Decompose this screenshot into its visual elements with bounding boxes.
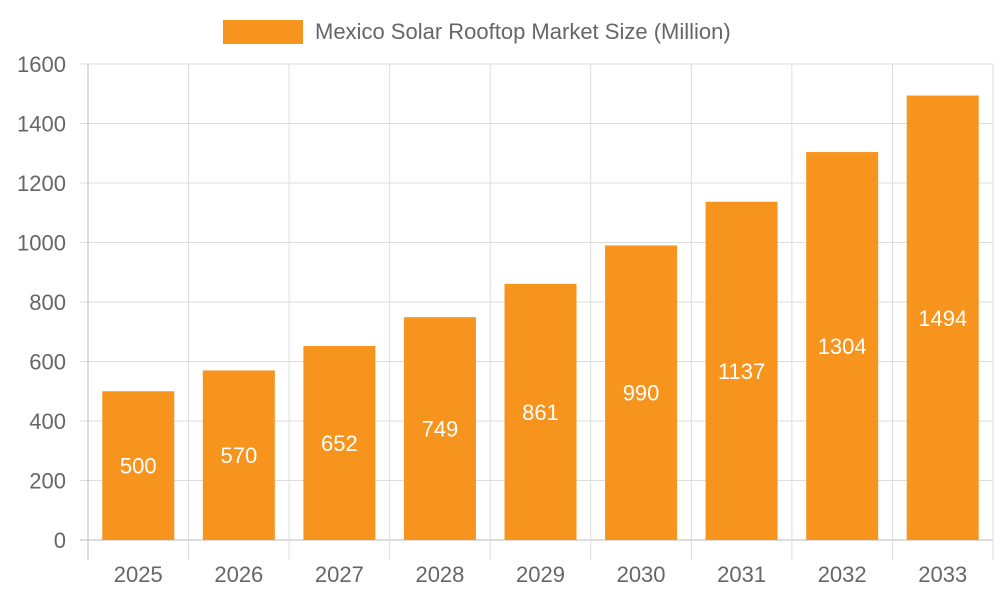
y-tick-label: 1200 <box>17 171 66 196</box>
x-tick-label: 2025 <box>114 562 163 587</box>
bars: 500 570 652 749 861 990 1137 1304 1494 <box>102 95 979 540</box>
x-tick-label: 2031 <box>717 562 766 587</box>
data-label: 500 <box>120 454 157 479</box>
y-tick-label: 1400 <box>17 112 66 137</box>
data-label: 1137 <box>718 359 765 384</box>
x-tick-label: 2032 <box>818 562 867 587</box>
x-tick-label: 2027 <box>315 562 364 587</box>
x-tick-label: 2026 <box>214 562 263 587</box>
bar <box>403 317 476 540</box>
bar <box>806 152 879 540</box>
bar <box>705 201 778 540</box>
legend-swatch <box>223 20 303 44</box>
legend[interactable]: Mexico Solar Rooftop Market Size (Millio… <box>223 19 731 44</box>
bar <box>102 391 175 540</box>
y-tick-label: 0 <box>54 528 66 553</box>
x-tick-label: 2029 <box>516 562 565 587</box>
data-label: 570 <box>220 443 257 468</box>
data-label: 861 <box>522 400 559 425</box>
data-label: 1304 <box>818 334 867 359</box>
legend-label: Mexico Solar Rooftop Market Size (Millio… <box>315 19 731 44</box>
y-tick-label: 200 <box>29 469 66 494</box>
bar <box>906 95 979 540</box>
x-tick-label: 2028 <box>415 562 464 587</box>
y-tick-label: 1000 <box>17 231 66 256</box>
bar <box>202 370 275 540</box>
data-label: 990 <box>623 381 660 406</box>
y-tick-label: 600 <box>29 350 66 375</box>
x-tick-label: 2030 <box>617 562 666 587</box>
data-label: 652 <box>321 431 358 456</box>
y-tick-labels: 0 200 400 600 800 1000 1200 1400 1600 <box>17 52 66 553</box>
bar <box>303 346 376 540</box>
y-tick-label: 400 <box>29 409 66 434</box>
data-label: 1494 <box>918 306 967 331</box>
bar <box>605 245 678 540</box>
bar <box>504 283 577 540</box>
y-tick-label: 800 <box>29 290 66 315</box>
x-tick-labels: 2025 2026 2027 2028 2029 2030 2031 2032 2033 <box>114 562 967 587</box>
data-label: 749 <box>422 417 459 442</box>
x-tick-label: 2033 <box>918 562 967 587</box>
y-tick-label: 1600 <box>17 52 66 77</box>
